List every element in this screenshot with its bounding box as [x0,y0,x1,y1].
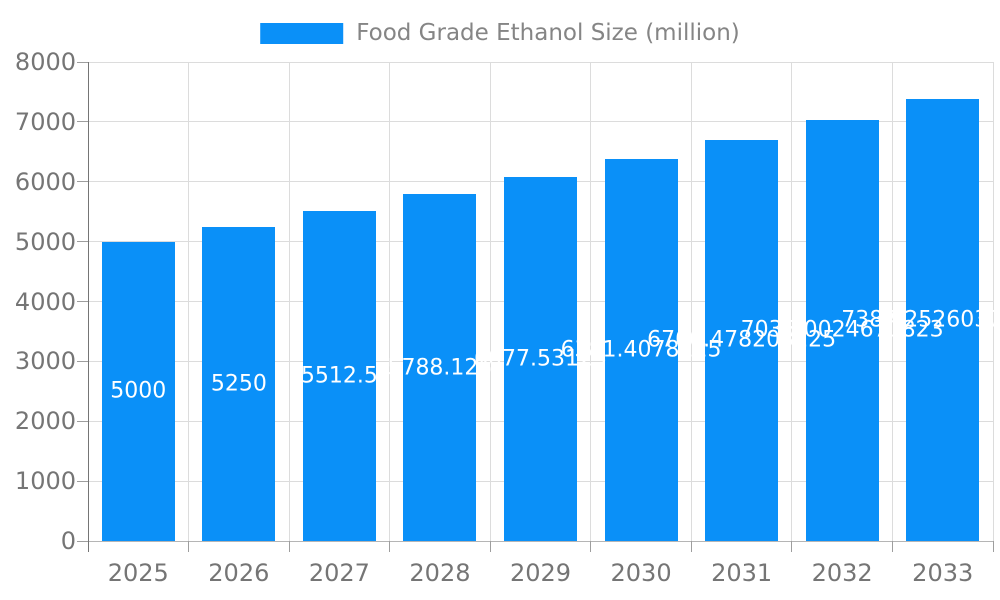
bar-2032[interactable] [805,119,879,541]
x-tick-mark [791,541,793,552]
legend-swatch [260,22,344,44]
y-tick-label: 4000 [14,287,76,316]
bar-value-label: 7387.2526037234 [841,307,1000,333]
v-gridline [992,62,994,541]
bar-value-label: 5512.5 [300,363,378,389]
y-tick-mark [77,540,88,542]
x-tick-label: 2031 [711,559,773,587]
x-tick-mark [690,541,692,552]
x-tick-mark [590,541,592,552]
y-axis-line [87,62,89,552]
x-tick-label: 2030 [610,559,672,587]
x-tick-label: 2033 [912,559,974,587]
bar-2027[interactable] [302,210,376,541]
bar-2033[interactable] [906,98,980,541]
y-tick-label: 3000 [14,347,76,376]
y-tick-mark [77,420,88,422]
bar-value-label: 7035.0024671823 [740,317,944,343]
v-gridline [288,62,290,541]
h-gridline [88,540,993,542]
x-tick-mark [188,541,190,552]
bar-value-label: 6700.478203125 [647,327,837,353]
bar-value-label: 5788.125 [387,355,493,381]
y-tick-mark [77,480,88,482]
y-tick-label: 8000 [14,48,76,76]
v-gridline [590,62,592,541]
bar-2025[interactable] [101,241,175,541]
h-gridline [88,121,993,123]
y-tick-label: 5000 [14,227,76,256]
y-tick-mark [77,360,88,362]
v-gridline [489,62,491,541]
bar-2026[interactable] [202,226,276,541]
y-tick-mark [77,61,88,63]
bar-2030[interactable] [604,158,678,541]
x-tick-mark [389,541,391,552]
x-tick-label: 2027 [308,559,370,587]
bar-value-label: 6381.4078125 [560,337,722,363]
v-gridline [690,62,692,541]
x-tick-label: 2029 [509,559,572,587]
x-tick-label: 2032 [811,559,873,587]
v-gridline [188,62,190,541]
bar-2029[interactable] [504,177,577,541]
bar-2031[interactable] [705,139,779,541]
h-gridline [88,61,993,63]
v-gridline [791,62,793,541]
v-gridline [891,62,893,541]
y-tick-mark [77,301,88,302]
legend[interactable]: Food Grade Ethanol Size (million) [260,20,740,46]
x-tick-mark [891,541,893,552]
y-tick-mark [77,121,88,123]
y-tick-label: 2000 [14,407,76,436]
x-tick-label: 2028 [409,559,471,587]
v-gridline [389,62,391,541]
bar-2028[interactable] [403,194,477,541]
y-tick-label: 0 [60,527,76,555]
bar-value-label: 6077.53125 [474,346,607,372]
y-tick-mark [77,181,88,183]
x-tick-label: 2026 [208,559,270,587]
bar-value-label: 5000 [110,378,167,404]
y-tick-label: 1000 [14,467,76,496]
legend-label: Food Grade Ethanol Size (million) [356,20,740,46]
y-tick-label: 7000 [14,107,76,136]
y-tick-mark [77,241,88,243]
x-tick-mark [489,541,491,552]
bar-value-label: 5250 [210,371,267,397]
x-tick-mark [288,541,290,552]
x-tick-label: 2025 [107,559,169,587]
y-tick-label: 6000 [14,167,76,196]
x-tick-mark [992,541,994,552]
